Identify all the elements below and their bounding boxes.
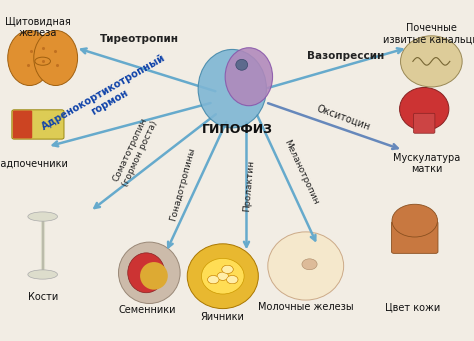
Text: Вазопрессин: Вазопрессин <box>308 51 384 61</box>
Circle shape <box>302 259 317 270</box>
Circle shape <box>217 272 228 280</box>
Text: Яичники: Яичники <box>201 312 245 322</box>
Ellipse shape <box>236 59 247 70</box>
Circle shape <box>222 265 233 273</box>
Ellipse shape <box>225 48 273 106</box>
Ellipse shape <box>118 242 180 303</box>
Circle shape <box>222 265 233 273</box>
Text: Семенники: Семенники <box>118 305 176 315</box>
Circle shape <box>208 276 219 284</box>
FancyBboxPatch shape <box>392 221 438 253</box>
Circle shape <box>227 276 238 284</box>
Text: Надпочечники: Надпочечники <box>0 159 68 169</box>
FancyBboxPatch shape <box>413 113 435 133</box>
Text: Меланотропин: Меланотропин <box>282 138 320 206</box>
Text: Пролактин: Пролактин <box>242 160 255 212</box>
FancyBboxPatch shape <box>13 110 32 138</box>
Ellipse shape <box>400 87 449 131</box>
Ellipse shape <box>28 212 57 221</box>
Ellipse shape <box>187 244 258 309</box>
Text: Мускулатура
матки: Мускулатура матки <box>393 153 460 175</box>
Text: Соматотропин
(гормон роста): Соматотропин (гормон роста) <box>111 115 159 188</box>
Ellipse shape <box>140 262 168 290</box>
Ellipse shape <box>201 258 244 294</box>
Ellipse shape <box>28 270 57 279</box>
Text: Окситоцин: Окситоцин <box>316 103 372 132</box>
Ellipse shape <box>34 30 78 86</box>
Circle shape <box>217 272 228 280</box>
Ellipse shape <box>401 36 462 87</box>
Circle shape <box>227 276 238 284</box>
Ellipse shape <box>35 57 50 65</box>
Text: ГИПОФИЗ: ГИПОФИЗ <box>201 123 273 136</box>
Text: Почечные
извитые канальцы: Почечные извитые канальцы <box>383 23 474 45</box>
Text: Щитовидная
железа: Щитовидная железа <box>5 16 71 38</box>
Ellipse shape <box>198 49 266 128</box>
Text: Адренокортикотропный
гормон: Адренокортикотропный гормон <box>40 53 173 142</box>
Text: Тиреотропин: Тиреотропин <box>100 34 179 44</box>
Text: Гонадотропины: Гонадотропины <box>168 146 197 222</box>
Text: Молочные железы: Молочные железы <box>258 302 354 312</box>
Ellipse shape <box>268 232 344 300</box>
FancyBboxPatch shape <box>12 110 64 139</box>
Ellipse shape <box>8 30 52 86</box>
Circle shape <box>392 204 438 237</box>
Circle shape <box>208 276 219 284</box>
Text: Цвет кожи: Цвет кожи <box>385 302 440 312</box>
Text: Кости: Кости <box>27 292 58 302</box>
Ellipse shape <box>128 253 164 293</box>
